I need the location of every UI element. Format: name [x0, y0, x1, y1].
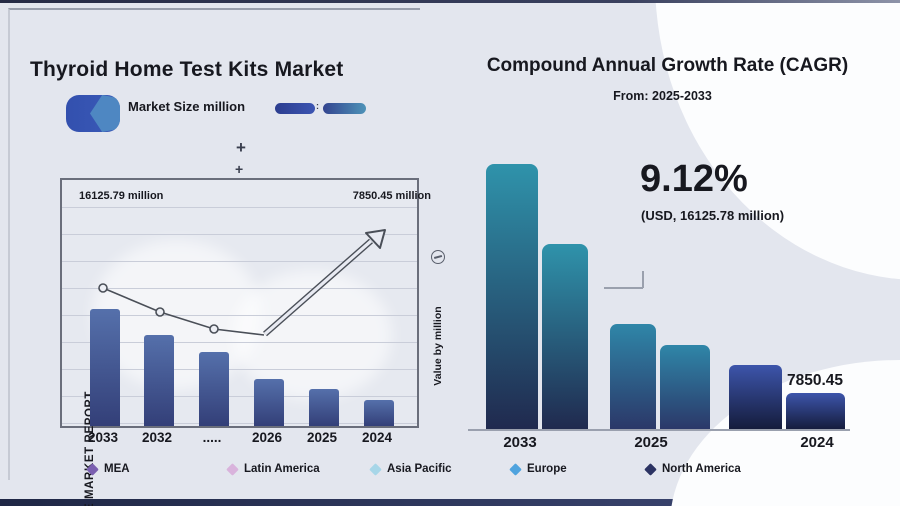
bar-2025-secondary: [660, 345, 710, 430]
legend-label: Asia Pacific: [387, 463, 452, 475]
cagr-usd-note: (USD, 16125.78 million): [641, 208, 785, 223]
legend-item-mea: MEA: [86, 462, 130, 476]
bar-2024-primary: [729, 365, 782, 430]
right-chart-y-axis-label: Value by million: [432, 306, 444, 386]
capsule-icon: [66, 95, 120, 132]
legend-label: North America: [662, 463, 741, 475]
legend-item-europe: Europe: [509, 462, 567, 476]
plus-mark-bottom: +: [235, 161, 244, 177]
bar-2033-secondary: [542, 244, 588, 430]
market-size-chart: FUTURE MARKET REPORT 16125.79 million 78…: [60, 178, 431, 506]
ratio-pill-right-icon: [323, 103, 366, 114]
legend-label: MEA: [104, 463, 130, 475]
step-bracket-line: [642, 271, 644, 288]
diamond-icon: [509, 462, 522, 476]
bar-2026: [254, 379, 284, 426]
ratio-pill-left-icon: [275, 103, 315, 114]
legend-label: Europe: [527, 463, 567, 475]
step-bracket-line: [604, 287, 643, 289]
legend-item-asia-pacific: Asia Pacific: [369, 462, 452, 476]
bar-2033-primary: [486, 164, 538, 430]
cagr-value: 9.12%: [640, 158, 748, 200]
left-chart-x-axis-labels: 2033 2032..... 2026 2025 2024: [60, 430, 415, 448]
x-label-2024: 2024: [361, 430, 393, 445]
cagr-title: Compound Annual Growth Rate (CAGR): [486, 55, 849, 76]
top-accent-strip: [0, 0, 900, 3]
x-label-2033: 2033: [87, 430, 119, 445]
x-label-2025: 2025: [306, 430, 338, 445]
ratio-separator: :: [316, 101, 319, 111]
page-title: Thyroid Home Test Kits Market: [30, 58, 344, 81]
plus-mark-top: +: [236, 138, 246, 157]
legend-item-north-america: North America: [644, 462, 741, 476]
legend-item-latin-america: Latin America: [226, 462, 320, 476]
left-chart-max-value-label: 16125.79 million: [79, 190, 164, 202]
bar-2025: [309, 389, 339, 426]
bar-group-2024: [729, 365, 845, 430]
bar-2024: [364, 400, 394, 426]
circle-minus-icon: [431, 250, 445, 264]
bottom-accent-strip: [0, 499, 900, 506]
left-chart-min-value-label: 7850.45 million: [352, 190, 431, 202]
x-label-2026: 2026: [251, 430, 283, 445]
diamond-icon: [644, 462, 657, 476]
x-label-2024: 2024: [800, 434, 834, 451]
market-size-label: Market Size million: [128, 99, 246, 114]
x-label-2033: 2033: [503, 434, 537, 451]
legend-label: Latin America: [244, 463, 320, 475]
bar-group-2033: [486, 164, 588, 430]
bar-2025-primary: [610, 324, 656, 430]
capsule-cap-shape: [90, 95, 120, 132]
diamond-icon: [226, 462, 239, 476]
bar-2024-secondary: [786, 393, 845, 430]
bar-group-2025: [610, 324, 710, 430]
right-chart-baseline: [468, 429, 850, 431]
cagr-subtitle: From: 2025-2033: [613, 89, 712, 103]
x-label-2025: 2025: [634, 434, 668, 451]
bar-.....: [199, 352, 229, 426]
x-label-.....: .....: [202, 430, 222, 445]
trend-line-arrow: [98, 229, 386, 337]
bar-2032: [144, 335, 174, 426]
bar-2033: [90, 309, 120, 426]
value-label-2024: 7850.45: [787, 372, 844, 389]
diamond-icon: [86, 462, 99, 476]
x-label-2032: 2032: [141, 430, 173, 445]
diamond-icon: [369, 462, 382, 476]
chart-gridlines: [62, 207, 417, 426]
